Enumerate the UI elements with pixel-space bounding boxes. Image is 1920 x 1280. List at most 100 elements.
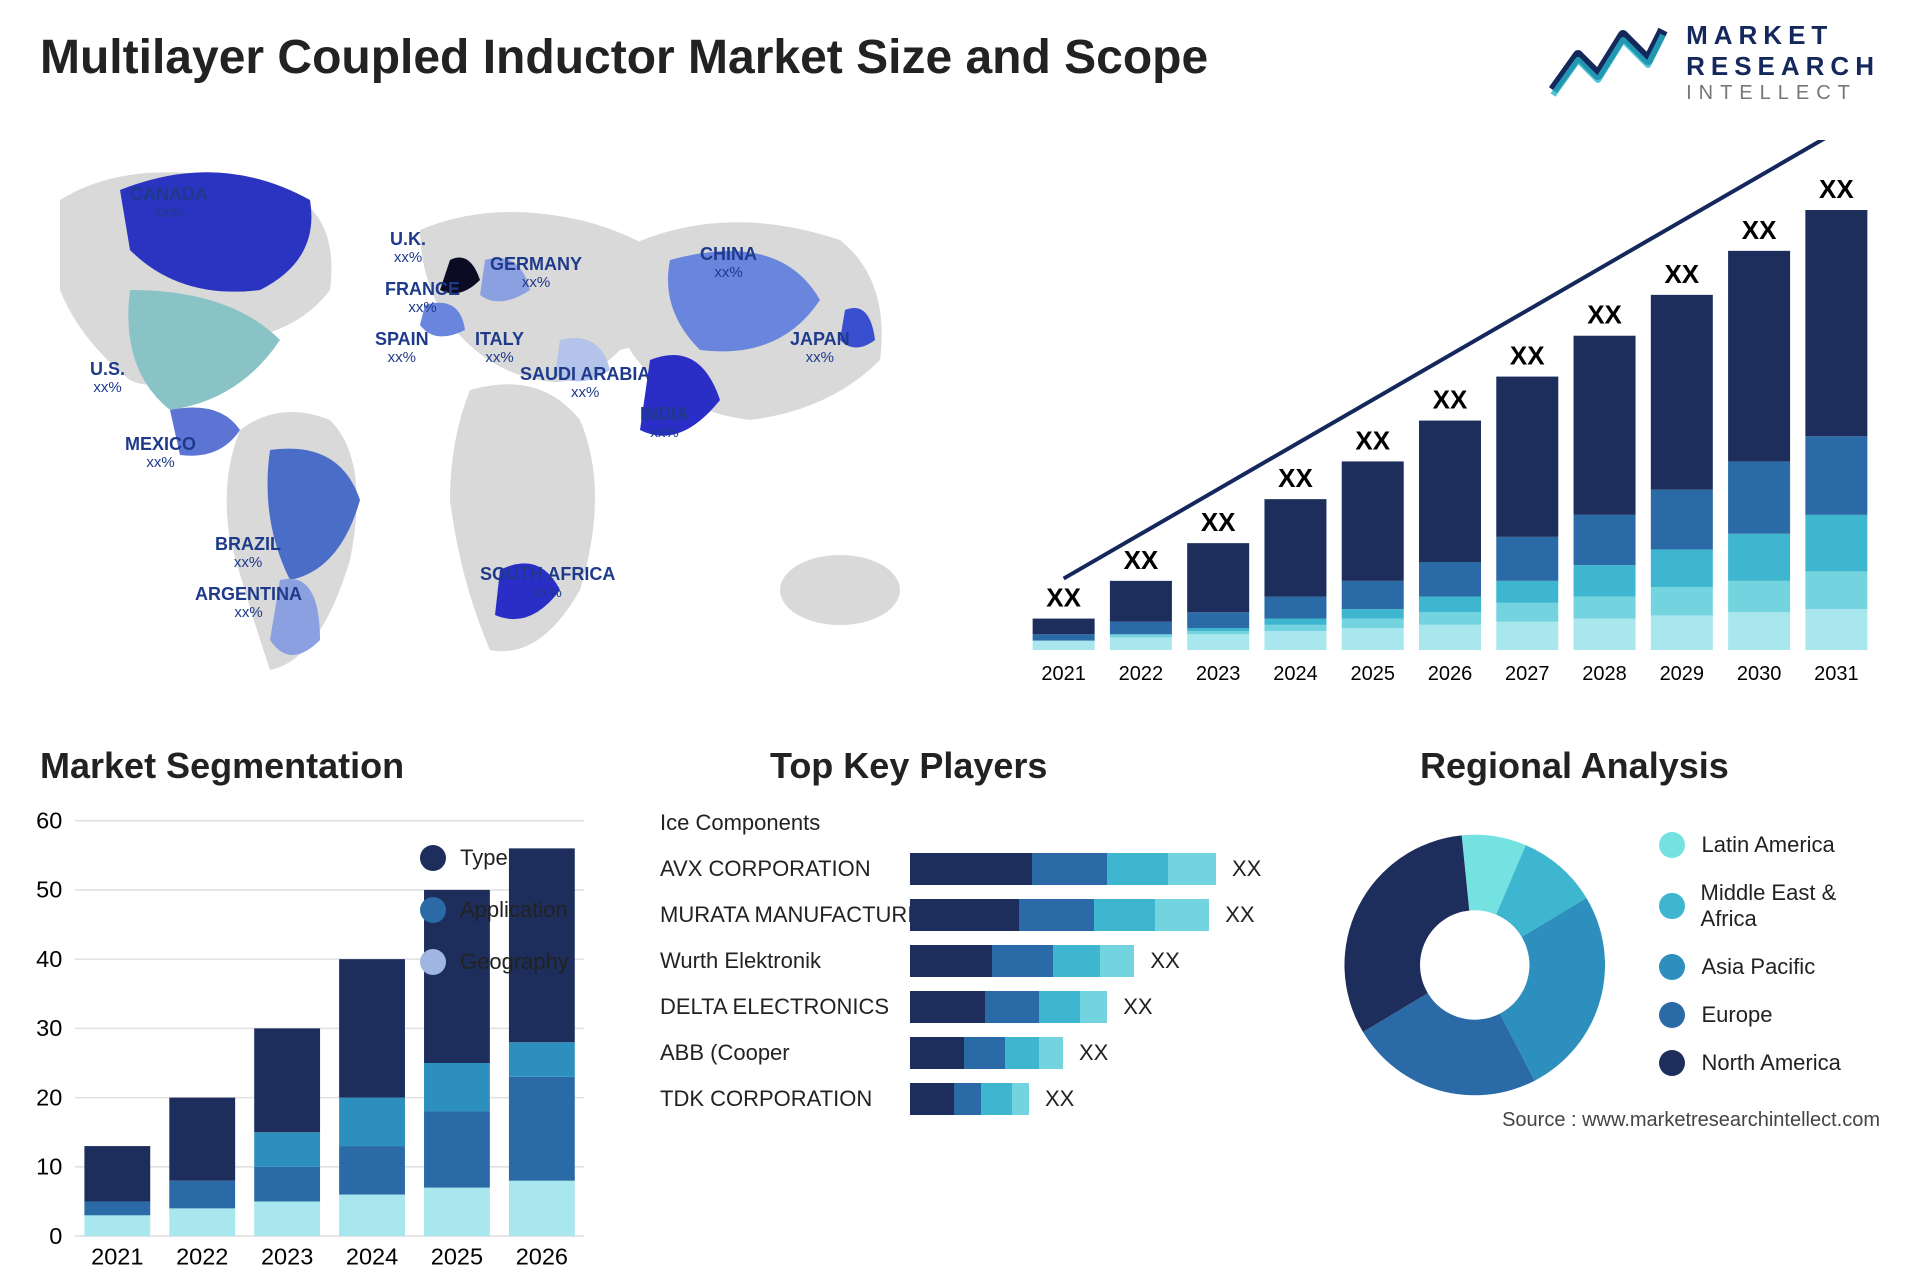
svg-text:2031: 2031 <box>1814 663 1859 685</box>
logo-text-1: MARKET <box>1686 20 1880 51</box>
key-player-bar <box>910 853 1216 885</box>
key-player-label: Ice Components <box>660 810 910 836</box>
key-player-row: Wurth Elektronik XX <box>660 943 1320 979</box>
map-label: GERMANYxx% <box>490 255 582 291</box>
legend-swatch <box>1659 893 1684 919</box>
logo-icon <box>1548 20 1668 105</box>
svg-text:XX: XX <box>1046 583 1081 613</box>
svg-text:2021: 2021 <box>1041 663 1086 685</box>
logo-text-3: INTELLECT <box>1686 82 1880 105</box>
regional-chart: Latin America Middle East & Africa Asia Pa… <box>1330 800 1890 1130</box>
map-label: SPAINxx% <box>375 330 429 366</box>
legend-label: Application <box>460 897 568 923</box>
svg-text:2023: 2023 <box>261 1243 313 1269</box>
map-label: BRAZILxx% <box>215 535 281 571</box>
legend-item: North America <box>1659 1050 1890 1076</box>
legend-item: Middle East & Africa <box>1659 880 1890 932</box>
svg-text:2026: 2026 <box>516 1243 568 1269</box>
svg-text:2022: 2022 <box>1119 663 1164 685</box>
legend-swatch <box>420 897 446 923</box>
key-player-value: XX <box>1079 1040 1108 1066</box>
svg-text:XX: XX <box>1510 341 1545 371</box>
key-player-row: MURATA MANUFACTURINGXX <box>660 897 1320 933</box>
key-player-value: XX <box>1150 948 1179 974</box>
legend-item: Geography <box>420 949 569 975</box>
map-label: SAUDI ARABIAxx% <box>520 365 650 401</box>
svg-text:2029: 2029 <box>1660 663 1705 685</box>
map-label: CHINAxx% <box>700 245 757 281</box>
svg-text:2023: 2023 <box>1196 663 1241 685</box>
brand-logo: MARKET RESEARCH INTELLECT <box>1548 20 1880 105</box>
svg-text:XX: XX <box>1433 385 1468 415</box>
map-label: CANADAxx% <box>130 185 208 221</box>
svg-text:2022: 2022 <box>176 1243 228 1269</box>
key-player-label: MURATA MANUFACTURING <box>660 902 910 928</box>
key-player-label: Wurth Elektronik <box>660 948 910 974</box>
svg-text:30: 30 <box>36 1015 62 1041</box>
legend-item: Application <box>420 897 569 923</box>
legend-swatch <box>1659 1002 1685 1028</box>
legend-swatch <box>420 949 446 975</box>
key-player-row: DELTA ELECTRONICSXX <box>660 989 1320 1025</box>
legend-swatch <box>1659 832 1685 858</box>
svg-text:2026: 2026 <box>1428 663 1473 685</box>
svg-text:2025: 2025 <box>431 1243 483 1269</box>
legend-label: Latin America <box>1701 832 1834 858</box>
key-player-label: TDK CORPORATION <box>660 1086 910 1112</box>
map-label: ITALYxx% <box>475 330 524 366</box>
page-title: Multilayer Coupled Inductor Market Size … <box>40 30 1208 85</box>
key-player-label: ABB (Cooper <box>660 1040 910 1066</box>
svg-text:2024: 2024 <box>346 1243 398 1269</box>
map-label: ARGENTINAxx% <box>195 585 302 621</box>
key-player-bar <box>910 991 1107 1023</box>
svg-text:2028: 2028 <box>1582 663 1627 685</box>
legend-swatch <box>1659 954 1685 980</box>
legend-label: Geography <box>460 949 569 975</box>
svg-text:XX: XX <box>1664 259 1699 289</box>
key-players-chart: Ice Components AVX CORPORATION XX MURATA MA… <box>660 805 1320 1125</box>
svg-text:XX: XX <box>1355 425 1390 455</box>
growth-chart: XX 2021 XX 2022 XX 2023 XX 2024 XX 2025 XX 2026 XX 20… <box>1005 140 1885 700</box>
key-player-value: XX <box>1123 994 1152 1020</box>
logo-text-2: RESEARCH <box>1686 51 1880 82</box>
svg-text:60: 60 <box>36 808 62 834</box>
map-label: U.K.xx% <box>390 230 426 266</box>
key-player-row: AVX CORPORATION XX <box>660 851 1320 887</box>
svg-text:XX: XX <box>1201 507 1236 537</box>
key-player-label: AVX CORPORATION <box>660 856 910 882</box>
svg-text:XX: XX <box>1587 300 1622 330</box>
key-player-bar <box>910 1083 1029 1115</box>
legend-label: Europe <box>1701 1002 1772 1028</box>
heading-regional: Regional Analysis <box>1420 745 1729 787</box>
legend-item: Type <box>420 845 569 871</box>
svg-text:XX: XX <box>1278 463 1313 493</box>
svg-text:2021: 2021 <box>91 1243 143 1269</box>
svg-text:XX: XX <box>1124 545 1159 575</box>
svg-text:20: 20 <box>36 1084 62 1110</box>
segmentation-chart: 0102030405060202120222023202420252026 Ty… <box>20 805 600 1115</box>
svg-text:2025: 2025 <box>1350 663 1395 685</box>
svg-text:XX: XX <box>1742 215 1777 245</box>
map-label: U.S.xx% <box>90 360 125 396</box>
svg-text:XX: XX <box>1819 174 1854 204</box>
key-player-bar <box>910 945 1134 977</box>
legend-label: Middle East & Africa <box>1701 880 1890 932</box>
map-label: INDIAxx% <box>640 405 689 441</box>
legend-label: Asia Pacific <box>1701 954 1815 980</box>
key-player-row: ABB (Cooper XX <box>660 1035 1320 1071</box>
svg-text:2024: 2024 <box>1273 663 1318 685</box>
legend-item: Europe <box>1659 1002 1890 1028</box>
map-label: JAPANxx% <box>790 330 850 366</box>
source-text: Source : www.marketresearchintellect.com <box>1502 1109 1880 1132</box>
legend-swatch <box>1659 1050 1685 1076</box>
legend-item: Latin America <box>1659 832 1890 858</box>
world-map: CANADAxx%U.S.xx%MEXICOxx%BRAZILxx%ARGENT… <box>20 140 980 710</box>
key-player-row: Ice Components <box>660 805 1320 841</box>
map-label: FRANCExx% <box>385 280 460 316</box>
legend-label: Type <box>460 845 508 871</box>
key-player-row: TDK CORPORATIONXX <box>660 1081 1320 1117</box>
svg-text:50: 50 <box>36 877 62 903</box>
key-player-value: XX <box>1232 856 1261 882</box>
svg-text:2027: 2027 <box>1505 663 1550 685</box>
svg-text:40: 40 <box>36 946 62 972</box>
